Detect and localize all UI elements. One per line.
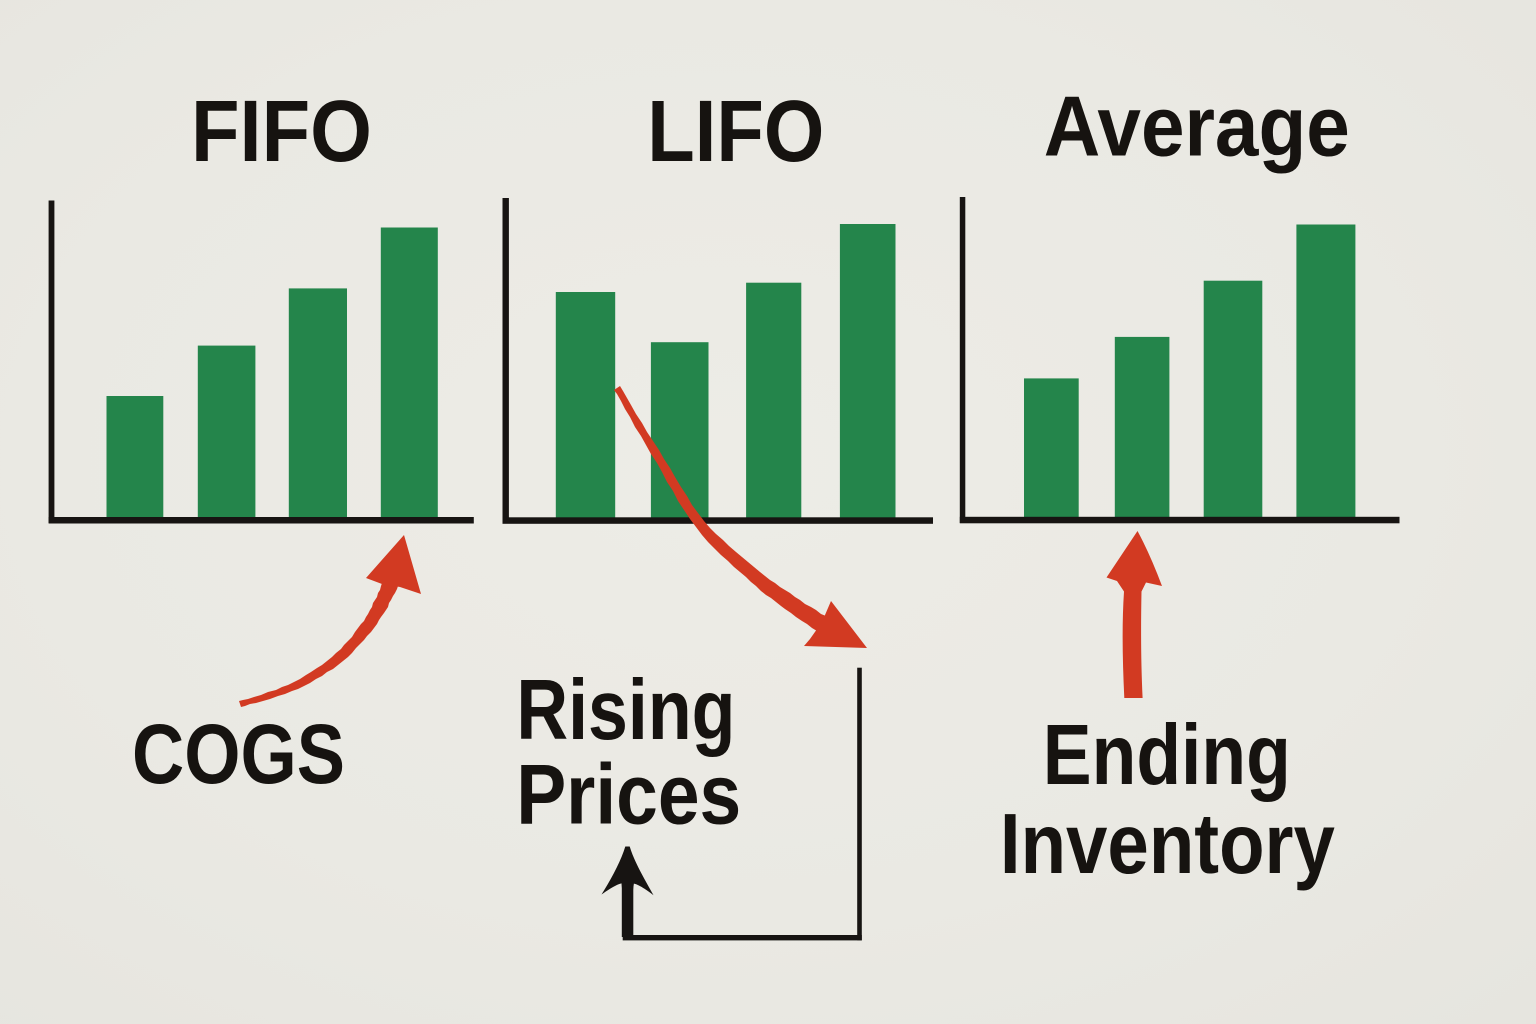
svg-text:Prices: Prices	[516, 748, 741, 843]
svg-text:COGS: COGS	[132, 707, 345, 801]
svg-text:Rising: Rising	[516, 663, 735, 758]
svg-text:Ending: Ending	[1043, 708, 1291, 803]
svg-text:LIFO: LIFO	[647, 83, 824, 180]
svg-text:Inventory: Inventory	[1000, 797, 1335, 892]
svg-text:FIFO: FIFO	[191, 83, 372, 180]
svg-text:Average: Average	[1044, 80, 1350, 175]
